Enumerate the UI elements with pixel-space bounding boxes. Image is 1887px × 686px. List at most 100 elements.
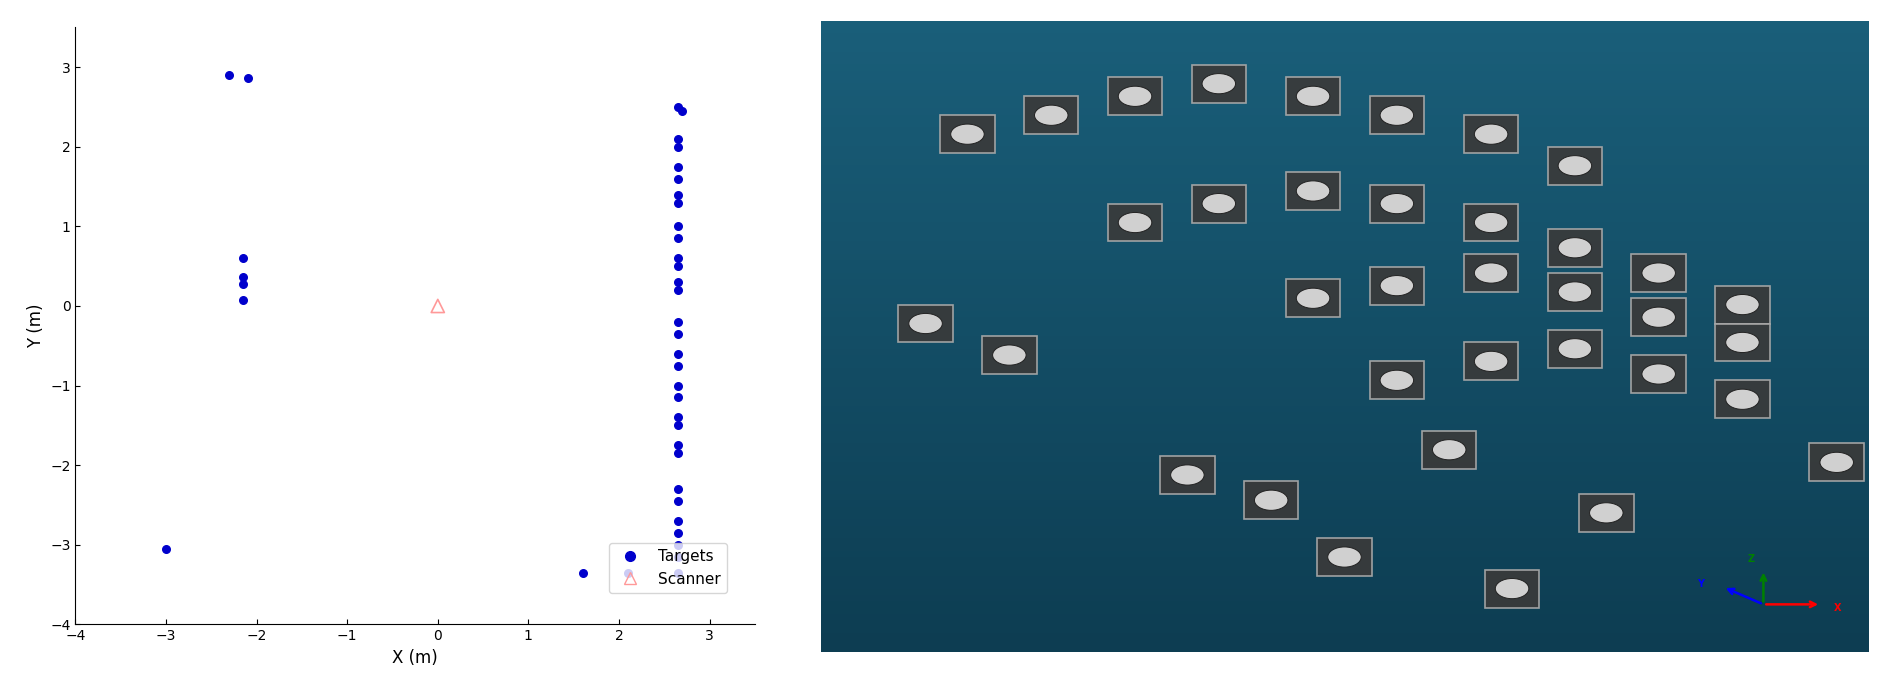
Point	[662, 197, 693, 208]
Point	[662, 285, 693, 296]
Bar	[1547, 229, 1602, 267]
Bar	[1632, 298, 1685, 336]
Circle shape	[1255, 490, 1289, 510]
Bar	[1715, 324, 1770, 362]
Circle shape	[993, 345, 1027, 365]
Point	[662, 360, 693, 371]
Circle shape	[1727, 294, 1759, 315]
Circle shape	[1559, 156, 1591, 176]
Circle shape	[1474, 351, 1508, 372]
Point	[228, 252, 259, 263]
Circle shape	[1296, 181, 1330, 201]
Bar	[1370, 96, 1425, 134]
Bar	[1632, 355, 1685, 393]
Circle shape	[1642, 307, 1676, 327]
Bar	[1108, 204, 1162, 241]
X-axis label: X (m): X (m)	[392, 649, 438, 667]
Point	[662, 316, 693, 327]
Point	[662, 329, 693, 340]
Bar	[1547, 273, 1602, 311]
Bar	[1464, 204, 1519, 241]
Point	[662, 495, 693, 506]
Point	[215, 70, 245, 81]
Point	[423, 300, 453, 311]
Circle shape	[1727, 332, 1759, 353]
Point	[568, 567, 598, 578]
Point	[662, 484, 693, 495]
Point	[662, 233, 693, 244]
Circle shape	[951, 124, 985, 144]
Circle shape	[1727, 389, 1759, 410]
Y-axis label: Y (m): Y (m)	[26, 304, 45, 348]
Point	[228, 279, 259, 290]
Bar	[1547, 147, 1602, 185]
Point	[662, 221, 693, 232]
Point	[662, 420, 693, 431]
Bar	[981, 336, 1036, 374]
Circle shape	[1474, 263, 1508, 283]
Point	[662, 102, 693, 113]
Point	[662, 189, 693, 200]
Bar	[1285, 78, 1340, 115]
Circle shape	[1328, 547, 1361, 567]
Bar	[1715, 285, 1770, 324]
Circle shape	[1642, 263, 1676, 283]
Bar	[1547, 330, 1602, 368]
Circle shape	[1495, 578, 1528, 599]
Bar	[1423, 431, 1476, 469]
Circle shape	[1202, 73, 1236, 94]
Point	[662, 252, 693, 263]
Circle shape	[1379, 276, 1413, 296]
Bar	[1244, 482, 1298, 519]
Bar	[1285, 279, 1340, 317]
Circle shape	[1296, 86, 1330, 106]
Bar	[1161, 456, 1215, 494]
Point	[662, 173, 693, 184]
Bar	[1370, 185, 1425, 222]
Circle shape	[1819, 452, 1853, 473]
Circle shape	[1170, 465, 1204, 485]
Text: Z: Z	[1747, 554, 1755, 564]
Point	[662, 551, 693, 562]
Point	[662, 567, 693, 578]
Point	[662, 348, 693, 359]
Bar	[1370, 362, 1425, 399]
Point	[662, 392, 693, 403]
Point	[613, 567, 643, 578]
Bar	[1485, 569, 1540, 608]
Bar	[1715, 380, 1770, 418]
Point	[662, 261, 693, 272]
Point	[662, 515, 693, 526]
Point	[232, 72, 262, 83]
Point	[228, 271, 259, 282]
Circle shape	[1474, 124, 1508, 144]
Circle shape	[1379, 370, 1413, 390]
Point	[662, 448, 693, 459]
Bar	[1579, 494, 1634, 532]
Circle shape	[1202, 193, 1236, 214]
Bar	[1810, 443, 1864, 482]
Circle shape	[1559, 282, 1591, 302]
Point	[662, 133, 693, 144]
Legend: Targets, Scanner: Targets, Scanner	[610, 543, 726, 593]
Circle shape	[1559, 237, 1591, 258]
Circle shape	[1034, 105, 1068, 126]
Bar	[1285, 172, 1340, 210]
Circle shape	[1589, 503, 1623, 523]
Circle shape	[1642, 364, 1676, 384]
Text: Y: Y	[1696, 579, 1704, 589]
Bar	[1464, 115, 1519, 153]
Point	[662, 539, 693, 550]
Point	[662, 161, 693, 172]
Circle shape	[1119, 86, 1151, 106]
Point	[662, 528, 693, 539]
Bar	[1317, 538, 1372, 576]
Circle shape	[1474, 213, 1508, 233]
Point	[668, 106, 698, 117]
Bar	[1108, 78, 1162, 115]
Point	[228, 294, 259, 305]
Bar	[1464, 342, 1519, 380]
Circle shape	[1379, 105, 1413, 126]
Bar	[898, 305, 953, 342]
Point	[151, 543, 181, 554]
